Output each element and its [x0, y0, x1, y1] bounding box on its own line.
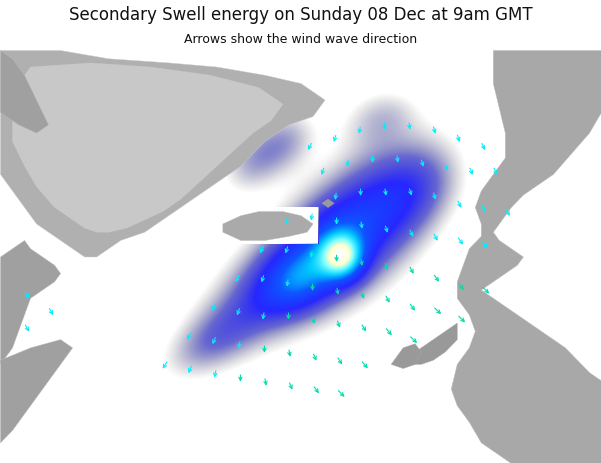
Text: Secondary Swell energy on Sunday 08 Dec at 9am GMT: Secondary Swell energy on Sunday 08 Dec … [69, 6, 532, 24]
Text: Arrows show the wind wave direction: Arrows show the wind wave direction [184, 32, 417, 45]
